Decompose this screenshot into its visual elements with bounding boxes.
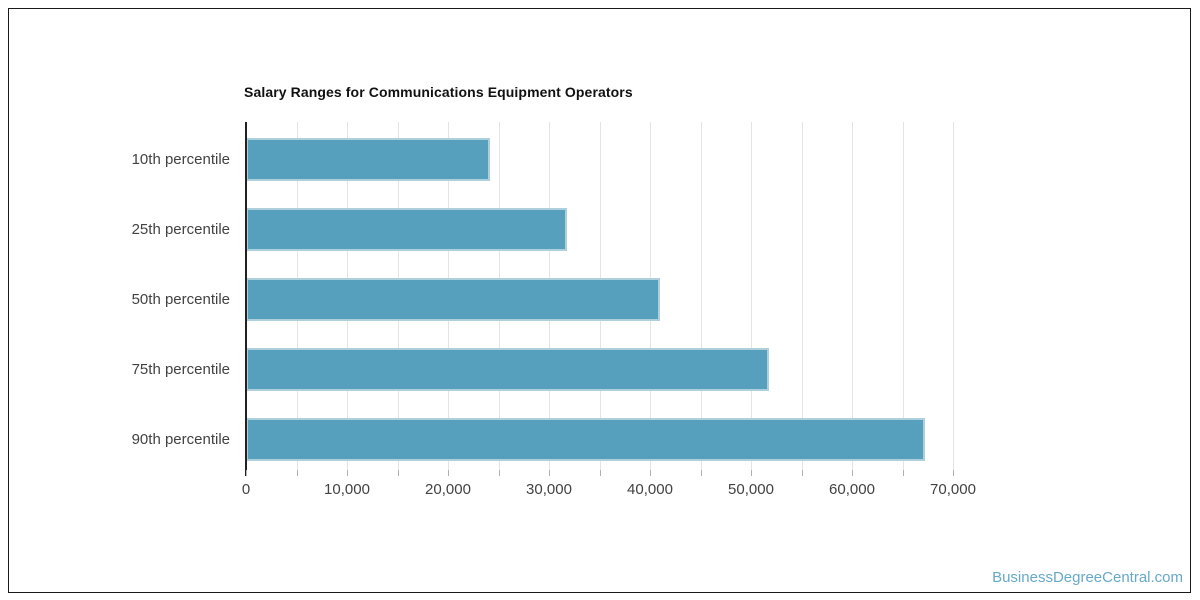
watermark-link[interactable]: BusinessDegreeCentral.com <box>992 569 1183 586</box>
x-tick-45000 <box>701 470 702 476</box>
x-tick-55000 <box>802 470 803 476</box>
gridline-70000 <box>953 122 954 470</box>
x-tick-15000 <box>398 470 399 476</box>
x-tick-50000 <box>751 470 752 476</box>
y-label-25th-percentile: 25th percentile <box>131 220 230 238</box>
bar-50th-percentile <box>246 278 660 321</box>
y-label-50th-percentile: 50th percentile <box>131 290 230 308</box>
x-label-20000: 20,000 <box>425 481 471 498</box>
chart-title: Salary Ranges for Communications Equipme… <box>244 84 633 100</box>
x-tick-65000 <box>903 470 904 476</box>
x-tick-40000 <box>650 470 651 476</box>
gridline-65000 <box>903 122 904 470</box>
y-label-10th-percentile: 10th percentile <box>131 150 230 168</box>
x-tick-10000 <box>347 470 348 476</box>
x-tick-20000 <box>448 470 449 476</box>
x-tick-35000 <box>600 470 601 476</box>
x-tick-60000 <box>852 470 853 476</box>
x-label-60000: 60,000 <box>829 481 875 498</box>
x-tick-30000 <box>549 470 550 476</box>
x-label-30000: 30,000 <box>526 481 572 498</box>
y-label-75th-percentile: 75th percentile <box>131 360 230 378</box>
y-axis-labels: 10th percentile 25th percentile 50th perce… <box>0 122 230 470</box>
x-label-50000: 50,000 <box>728 481 774 498</box>
x-tick-25000 <box>499 470 500 476</box>
gridline-60000 <box>852 122 853 470</box>
x-label-0: 0 <box>241 481 251 498</box>
bar-75th-percentile <box>246 348 769 391</box>
bar-90th-percentile <box>246 418 925 461</box>
plot-area <box>246 122 1004 470</box>
y-axis-line <box>245 122 247 476</box>
x-tick-70000 <box>953 470 954 476</box>
bar-10th-percentile <box>246 138 490 181</box>
gridline-45000 <box>701 122 702 470</box>
y-label-90th-percentile: 90th percentile <box>131 430 230 448</box>
bar-25th-percentile <box>246 208 567 251</box>
x-tick-0 <box>246 470 247 476</box>
x-label-40000: 40,000 <box>627 481 673 498</box>
gridline-55000 <box>802 122 803 470</box>
gridline-50000 <box>751 122 752 470</box>
x-label-10000: 10,000 <box>324 481 370 498</box>
x-label-70000: 70,000 <box>930 481 976 498</box>
x-tick-5000 <box>297 470 298 476</box>
